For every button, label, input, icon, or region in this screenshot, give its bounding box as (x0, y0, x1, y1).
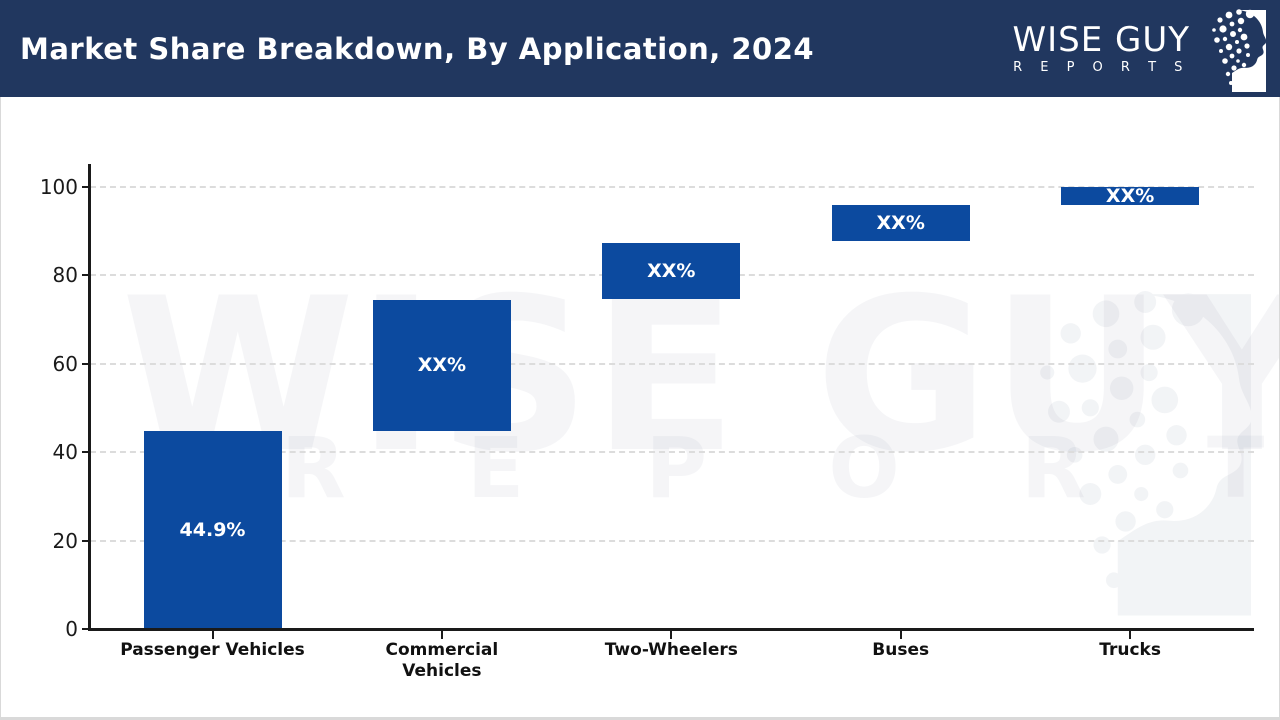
category-label-0: Passenger Vehicles (120, 640, 305, 660)
x-axis-line (88, 628, 1254, 631)
x-tick-0 (211, 631, 214, 639)
x-tick-1 (440, 631, 443, 639)
bar-value-label: XX% (647, 260, 696, 283)
y-axis-line (88, 164, 91, 631)
bar-value-label: 44.9% (179, 518, 246, 541)
bar-value-label: XX% (876, 212, 925, 234)
page-title: Market Share Breakdown, By Application, … (20, 31, 815, 66)
bar-passenger-vehicles: 44.9% (143, 430, 282, 629)
header-bar: Market Share Breakdown, By Application, … (0, 0, 1280, 97)
plot-area: 0 20 40 60 80 100 44.9% XX% XX% XX% XX% Passenger V… (1, 97, 1279, 717)
y-tick-label-60: 60 (52, 351, 78, 376)
y-tick-60 (82, 362, 90, 365)
y-tick-40 (82, 451, 90, 454)
category-label-2: Two-Wheelers (604, 640, 738, 660)
bar-value-label: XX% (1105, 184, 1155, 207)
bar-commercial-vehicles: XX% (372, 300, 511, 431)
gridline-100 (90, 186, 1254, 188)
category-label-1: Commercial Vehicles (385, 640, 499, 681)
y-tick-100 (82, 186, 90, 188)
y-tick-label-80: 80 (52, 263, 78, 288)
gridline-40 (90, 451, 1254, 454)
brand-logo-text: WISE GUY R E P O R T S (1012, 23, 1190, 75)
category-label-3: Buses (872, 640, 930, 660)
y-tick-80 (82, 274, 90, 277)
y-tick-0 (82, 628, 90, 630)
head-profile-logo-icon (1212, 8, 1266, 92)
category-label-4: Trucks (1099, 640, 1161, 660)
y-tick-label-40: 40 (52, 440, 78, 465)
y-tick-20 (82, 539, 90, 542)
y-tick-label-100: 100 (39, 175, 78, 199)
x-tick-3 (899, 631, 902, 639)
gridline-20 (90, 539, 1254, 542)
bar-trucks: XX% (1061, 184, 1200, 207)
bar-value-label: XX% (417, 354, 467, 377)
y-tick-label-20: 20 (52, 528, 78, 553)
gridline-60 (90, 362, 1254, 365)
x-tick-2 (670, 631, 673, 639)
brand-subname: R E P O R T S (1013, 59, 1190, 75)
x-tick-4 (1129, 631, 1132, 639)
bar-buses: XX% (831, 204, 970, 242)
bar-two-wheelers: XX% (602, 243, 741, 300)
y-tick-label-0: 0 (65, 617, 78, 641)
brand-name: WISE GUY (1012, 19, 1190, 60)
brand-logo: WISE GUY R E P O R T S (1012, 0, 1266, 97)
